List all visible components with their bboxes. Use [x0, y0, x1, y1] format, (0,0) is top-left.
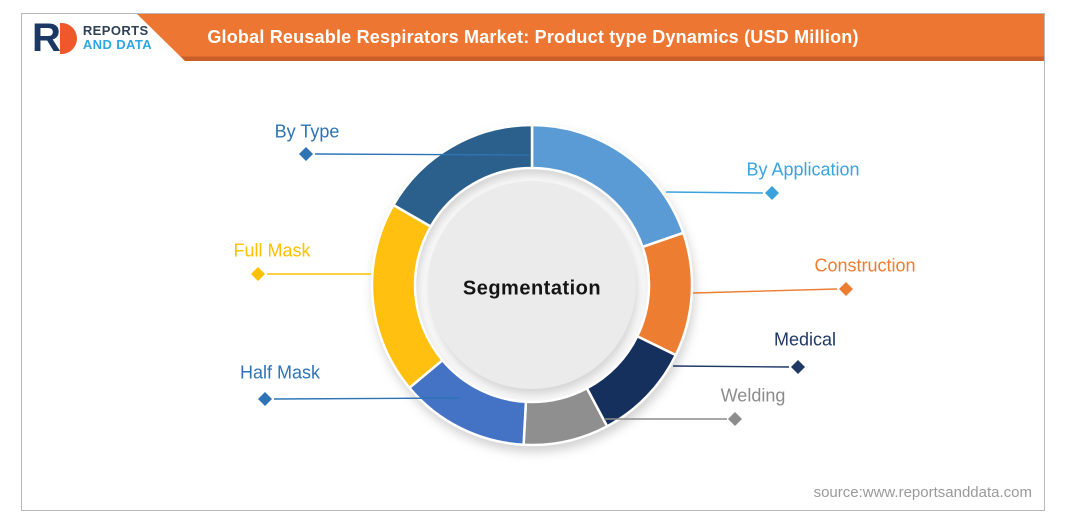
callout-line-half-mask	[273, 397, 460, 400]
diamond-marker-by-type	[299, 147, 313, 161]
diamond-marker-by-application	[765, 186, 779, 200]
diamond-marker-construction	[839, 282, 853, 296]
callout-label-medical: Medical	[773, 329, 837, 350]
callout-label-half-mask: Half Mask	[239, 362, 321, 383]
logo-text: REPORTS AND DATA	[83, 24, 152, 52]
diamond-marker-half-mask	[258, 392, 272, 406]
logo-d-shape	[59, 22, 77, 54]
donut-segment-construction	[635, 231, 694, 357]
donut-center-label: Segmentation	[462, 277, 602, 300]
donut-chart	[251, 123, 853, 447]
logo-r-letter: R	[32, 16, 61, 60]
callout-line-by-type	[314, 153, 530, 156]
brand-logo: R REPORTS AND DATA	[32, 16, 152, 60]
callout-label-welding: Welding	[720, 385, 786, 406]
logo-text-and-data: AND DATA	[82, 37, 153, 52]
callout-line-by-application	[665, 191, 764, 194]
donut-segment-by-type	[391, 123, 534, 229]
diamond-marker-welding	[728, 412, 742, 426]
callout-line-construction	[692, 288, 838, 294]
diamond-marker-medical	[791, 360, 805, 374]
logo-text-reports: REPORTS	[82, 23, 149, 38]
source-text: source:www.reportsanddata.com	[813, 484, 1032, 501]
callout-label-construction: Construction	[814, 255, 916, 276]
page-frame: Global Reusable Respirators Market: Prod…	[21, 13, 1045, 511]
callout-label-by-type: By Type	[274, 121, 340, 142]
title-banner	[137, 14, 1044, 61]
callout-label-by-application: By Application	[746, 159, 860, 180]
segmentation-center-circle	[428, 181, 636, 389]
logo-mark: R	[32, 16, 77, 60]
callout-label-full-mask: Full Mask	[233, 240, 311, 261]
callout-line-medical	[672, 365, 790, 368]
diamond-marker-full-mask	[251, 267, 265, 281]
